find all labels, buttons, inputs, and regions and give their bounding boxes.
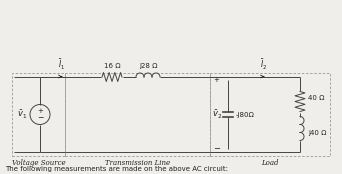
Text: $\bar{v}_2$: $\bar{v}_2$ bbox=[212, 108, 222, 121]
Text: −: − bbox=[37, 113, 43, 122]
Text: $\bar{v}_1$: $\bar{v}_1$ bbox=[17, 108, 27, 121]
Bar bbox=[210, 73, 330, 156]
Text: -j80Ω: -j80Ω bbox=[236, 112, 255, 117]
Text: +: + bbox=[37, 108, 43, 114]
Text: 40 Ω: 40 Ω bbox=[308, 94, 325, 101]
Text: Load: Load bbox=[261, 159, 279, 167]
Text: The following measurements are made on the above AC circuit:: The following measurements are made on t… bbox=[5, 166, 228, 172]
Text: +: + bbox=[213, 77, 219, 83]
Bar bbox=[12, 73, 65, 156]
Text: Voltage Source: Voltage Source bbox=[12, 159, 65, 167]
Text: −: − bbox=[213, 144, 220, 153]
Bar bbox=[65, 73, 210, 156]
Text: j40 Ω: j40 Ω bbox=[308, 129, 327, 136]
Text: 16 Ω: 16 Ω bbox=[104, 63, 120, 69]
Text: $\bar{I}_1$: $\bar{I}_1$ bbox=[58, 58, 66, 72]
Text: Transmission Line: Transmission Line bbox=[105, 159, 170, 167]
Text: j28 Ω: j28 Ω bbox=[139, 63, 157, 69]
Text: $\bar{I}_2$: $\bar{I}_2$ bbox=[260, 58, 267, 72]
